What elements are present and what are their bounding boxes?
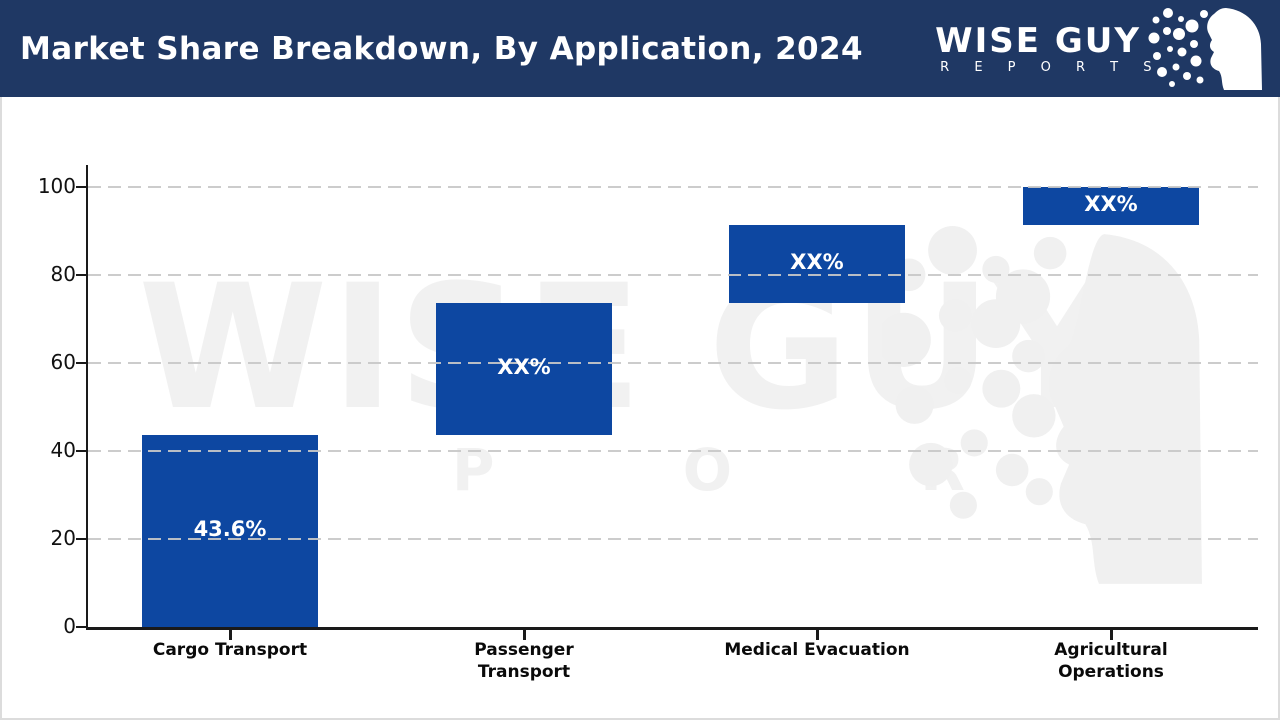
logo-wordmark-line1: WISE GUY — [935, 20, 1141, 61]
x-category-label-line: Agricultural — [1054, 640, 1168, 660]
x-category-label: Agricultural Operations — [1001, 639, 1221, 683]
y-tick-label: 80 — [50, 262, 76, 286]
x-tick — [228, 630, 232, 640]
x-category-label-line: Passenger — [474, 640, 574, 660]
x-category-label-line: Cargo Transport — [152, 640, 308, 660]
y-tick — [76, 538, 86, 540]
y-axis — [86, 165, 88, 630]
bar-value-label: XX% — [1084, 191, 1138, 216]
dotted-head-profile-icon — [1148, 7, 1262, 90]
x-tick — [1109, 630, 1113, 640]
y-tick — [76, 626, 86, 628]
y-tick — [76, 186, 86, 188]
gridline — [88, 538, 1258, 540]
x-category-label: Cargo Transport — [120, 639, 340, 661]
x-category-label: Passenger Transport — [414, 639, 634, 683]
bar-value-label: 43.6% — [193, 517, 267, 542]
y-tick-label: 60 — [50, 350, 76, 374]
y-tick-label: 20 — [50, 526, 76, 550]
bar-segment — [729, 224, 905, 304]
gridline — [88, 450, 1258, 452]
bar-value-label: XX% — [497, 355, 551, 380]
gridline — [88, 274, 1258, 276]
logo-wordmark: WISE GUY R E P O R T S — [935, 23, 1162, 75]
header-banner: Market Share Breakdown, By Application, … — [0, 0, 1280, 97]
x-category-label-line: Transport — [477, 662, 571, 682]
gridline — [88, 362, 1258, 364]
gridline — [88, 186, 1258, 188]
y-tick — [76, 362, 86, 364]
chart-title: Market Share Breakdown, By Application, … — [20, 30, 863, 67]
x-category-label-line: Medical Evacuation — [724, 640, 910, 660]
bar-segment — [1023, 187, 1199, 225]
wiseguy-logo: WISE GUY R E P O R T S — [935, 6, 1266, 92]
y-tick-label: 100 — [37, 174, 76, 198]
y-tick — [76, 450, 86, 452]
logo-wordmark-line2: R E P O R T S — [940, 59, 1162, 75]
bar-segment — [436, 303, 612, 436]
x-tick — [815, 630, 819, 640]
y-tick-label: 0 — [63, 614, 76, 638]
x-category-label-line: Operations — [1058, 662, 1164, 682]
y-tick-label: 40 — [50, 438, 76, 462]
bar-value-label: XX% — [790, 250, 844, 274]
watermark-wordmark-line1: WISE GUY — [138, 247, 1123, 448]
x-tick — [522, 630, 526, 640]
x-category-label: Medical Evacuation — [707, 639, 927, 661]
y-tick — [76, 274, 86, 276]
x-axis — [86, 627, 1258, 630]
bar-segment — [142, 435, 318, 627]
